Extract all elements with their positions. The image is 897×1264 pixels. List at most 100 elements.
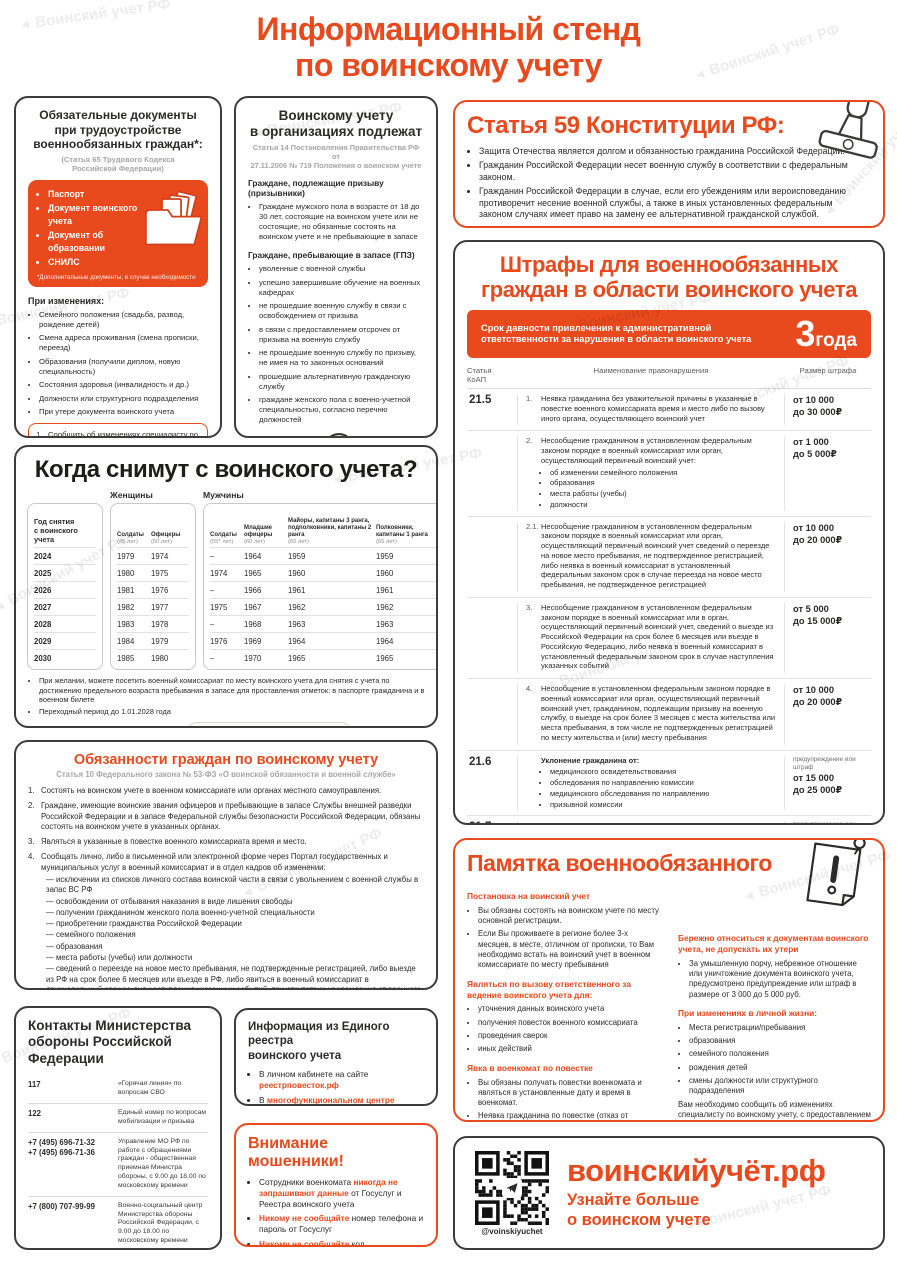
fine-description: Умышленная порча документов воинского уч… [517,821,785,823]
site-handle: @voinskiyuchet [481,1226,543,1236]
fines-table: 21.5 1. Неявка гражданина без уважительн… [467,389,871,823]
change-item: Смена адреса проживания (смена прописки,… [39,333,208,353]
contact-label: 117 [28,1080,41,1090]
men-cell: – [210,551,215,561]
registry-item-part: многофункциональном центре [266,1094,395,1105]
contacts-title: Контакты Министерства обороны Российской… [28,1018,192,1066]
scam-item-part: Никому не сообщайте [259,1213,350,1224]
men-row: – 1970 1965 1965 1960 [210,649,436,666]
year-cell: 2025 [34,564,96,581]
year-rows: 2024 2025 2026 2027 2028 2029 2030 [34,547,96,666]
scam-item-part: код подтверждения из СМС от Госуслуг [351,1238,365,1247]
men-cell: 1955 [436,569,438,578]
action-number: 1. [36,430,43,438]
women-rows: 1979 1974 1980 1975 1981 1976 [117,547,189,666]
memo-section-list: Вы обязаны состоять на воинском учете по… [467,906,660,971]
memo-title: Памятка военнообязанного [467,850,773,876]
registry-item-part: реестрповесток.рф [259,1079,339,1090]
fines-title: Штрафы для военнообязанных граждан в обл… [480,252,858,303]
docs-panel-subtitle: (Статья 65 Трудового Кодекса Российской … [61,154,175,173]
men-header-cell: Полковники, капитаны 1 ранга (65 лет) [376,525,428,545]
fine-amount-from: от 1 000 [793,437,829,448]
page-title: Информационный стенд по воинскому учету [0,11,897,84]
memo-bullet: Если Вы проживаете в регионе более 3-х м… [478,929,660,970]
duty-number: 1. [28,786,35,795]
memo-bullet: смены должности или структурного подразд… [689,1076,871,1097]
women-row: 1980 1975 [117,564,189,581]
fine-sub-item: призывной комиссии [550,800,776,810]
year-column: Год снятия с воинского учета 2024 2025 202… [27,490,103,670]
fine-item-number: 1. [526,394,533,404]
memo-section: Постановка на воинский учет Вы обязаны с… [467,891,660,971]
men-cell: – [210,585,215,595]
article59-list: Защита Отечества является долгом и обяза… [467,146,859,221]
women-cell: 1983 [117,619,135,629]
men-cell: 1960 [376,568,394,578]
women-cell: 1982 [117,602,135,612]
fine-amount-to: до 30 000₽ [793,407,843,418]
fine-sub-list: медицинского освидетельствованияобследов… [526,767,776,809]
women-cell: 1974 [151,551,169,561]
women-cell: 1978 [151,619,169,629]
pinned-note-icon [806,840,866,907]
no-visit-callout: При достижении гражданином предельного в… [186,721,351,726]
registry-title: Информация из Единого реестра воинского … [248,1021,390,1062]
group1-list: Граждане мужского пола в возрасте от 18 … [248,202,424,242]
year-header: Год снятия с воинского учета [34,517,78,545]
fine-amount: от 5 000 до 15 000₽ [785,603,871,673]
men-column: Мужчины Солдаты (55* лет) Младшие офицер… [203,490,438,670]
women-cell: 1981 [117,585,135,595]
scam-item: Сотрудники военкомата никогда не запраши… [259,1177,424,1209]
fine-row: 2. Несообщение гражданином в установленн… [467,431,871,517]
duty-sub-item: освобождении от отбывания наказания в ви… [46,897,424,907]
duty-text: Являться в указанные в повестке военного… [41,837,307,847]
duty-sub-item: исключении из списков личного состава во… [46,875,424,896]
men-cell: 1966 [244,585,262,595]
women-row: 1983 1978 [117,615,189,632]
fine-amount-from: от 5 000 [793,603,829,614]
duty-number: 3. [28,837,35,847]
fine-article: 21.6 [469,755,492,768]
panel-scam-warning: Внимание мошенники! Сотрудники военкомат… [234,1123,438,1247]
contact-row: +7 (800) 707-99-99 Военно-социальный цен… [28,1197,208,1248]
duty-sub-item: приобретении гражданства Российской Феде… [46,919,424,929]
duty-item: 3. Являться в указанные в повестке военн… [28,837,424,847]
fine-row: 2.1. Несообщение гражданином в установле… [467,517,871,598]
fine-amount-to: до 20 000₽ [793,534,843,545]
fine-item-text: Умышленная порча документов воинского уч… [541,821,723,823]
article59-item: Гражданин Российской Федерации несет вое… [479,160,859,183]
men-cell: 1964 [288,636,306,646]
contact-label: +7 (495) 696-71-32 +7 (495) 696-71-36 [28,1137,95,1157]
panel-unified-registry: Информация из Единого реестра воинского … [234,1008,438,1106]
men-cell: – [210,653,215,663]
year-cell: 2024 [34,547,96,564]
fine-sub-item: медицинского обследования по направлению [550,789,776,799]
stamp-icon [818,102,878,159]
scam-item-part: от Госуслуг и Реестра воинского учета [259,1187,402,1209]
group2-item: в связи с предоставлением отсрочек от пр… [259,325,424,345]
change-item: Состояния здоровья (инвалидность и др.) [39,380,208,390]
year-cell: 2029 [34,632,96,649]
men-rows: – 1964 1959 1959 1954 1974 1965 1960 1960 1955 –… [210,547,438,666]
fine-sub-item: места работы (учебы) [550,489,776,499]
men-cell: 1958 [436,620,438,629]
duty-sub-item: места работы (учебы) или должности [46,953,424,963]
duty-item: 1. Состоять на воинском учете в военном … [28,786,424,796]
panel-fines: Штрафы для военнообязанных граждан в обл… [453,240,885,825]
women-column: Женщины Солдаты (45 лет) Офицеры ( [110,490,196,670]
men-cell: 1954 [436,552,438,561]
removal-title: Когда снимут с воинского учета? [34,456,418,483]
paper-plane-icon: ◄ [0,596,9,617]
contact-description: «Горячая линия» по вопросам СВО [118,1080,182,1097]
men-cell: 1961 [288,585,306,595]
women-header-cell: Офицеры (50 лет) [151,532,181,545]
men-row: – 1966 1961 1961 1956 [210,581,436,598]
men-cell: 1959 [436,637,438,646]
paper-plane-icon [502,1177,522,1198]
registry-list: В личном кабинете на сайте реестрповесто… [248,1069,424,1105]
fines-table-header: Статья КоАП Наименование правонарушения … [467,358,871,390]
removal-bottom-row: Калькулятор для расчета года снятия с во… [27,721,425,726]
memo-bullet: образования [689,1036,871,1046]
men-cell: 1962 [376,602,394,612]
